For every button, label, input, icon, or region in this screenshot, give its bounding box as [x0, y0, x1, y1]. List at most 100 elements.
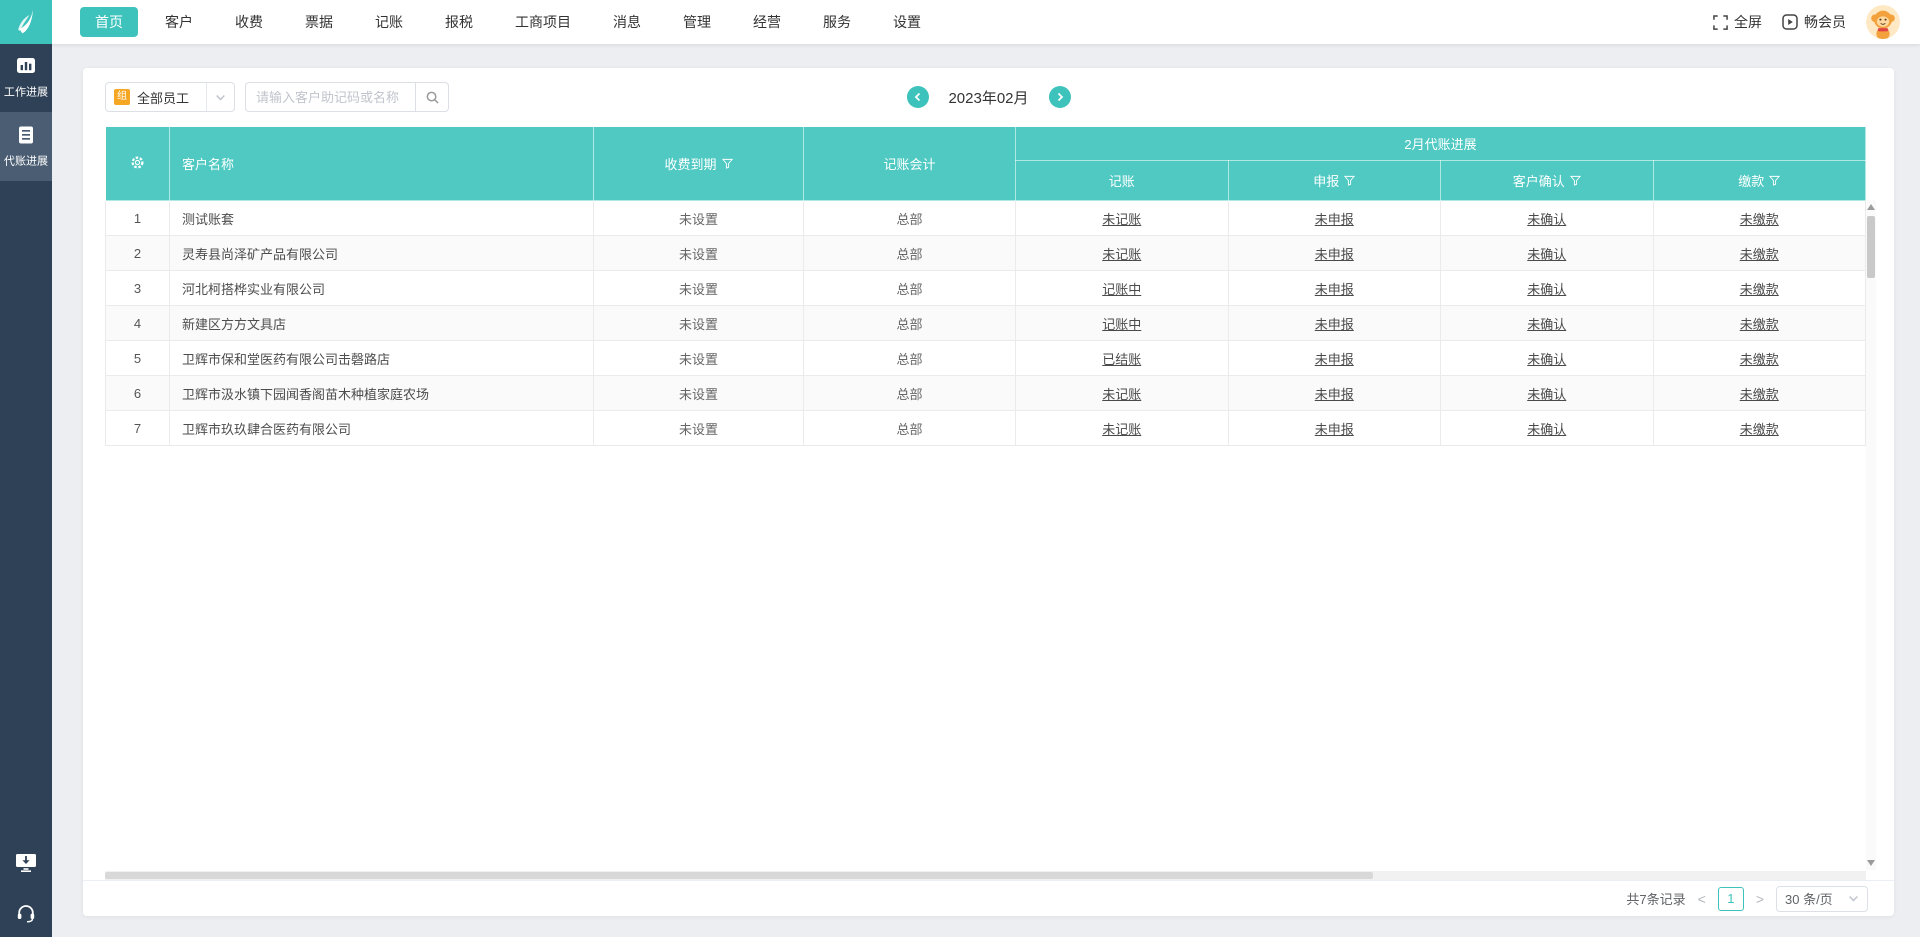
nav-item-bookkeeping[interactable]: 记账 [375, 14, 403, 30]
employee-select-value: 全部员工 [137, 90, 190, 106]
sidebar-item-label: 代账进展 [3, 154, 49, 168]
sidebar: 工作进展 代账进展 [0, 0, 52, 937]
declare-status-link[interactable]: 未申报 [1314, 351, 1354, 367]
fee-due: 未设置 [593, 235, 804, 271]
confirm-status-link[interactable]: 未确认 [1527, 386, 1567, 402]
next-month-button[interactable] [1048, 86, 1071, 108]
bookkeeping-status-link[interactable]: 已结账 [1102, 351, 1142, 367]
prev-month-button[interactable] [906, 86, 929, 108]
pay-status-link[interactable]: 未缴款 [1739, 386, 1779, 402]
fullscreen-label: 全屏 [1734, 14, 1762, 30]
pay-status-link[interactable]: 未缴款 [1739, 281, 1779, 297]
pay-status-link[interactable]: 未缴款 [1739, 351, 1779, 367]
nav-item-operations[interactable]: 经营 [753, 14, 781, 30]
nav-item-home[interactable]: 首页 [80, 7, 138, 37]
declare-status-link[interactable]: 未申报 [1314, 421, 1354, 437]
declare-status-link[interactable]: 未申报 [1314, 316, 1354, 332]
search-input[interactable] [245, 82, 415, 112]
header-customer-confirm[interactable]: 客户确认 [1440, 160, 1654, 201]
pay-status-link[interactable]: 未缴款 [1739, 421, 1779, 437]
search-button[interactable] [415, 82, 449, 112]
nav-item-tax[interactable]: 报税 [445, 14, 473, 30]
header-pay[interactable]: 缴款 [1652, 160, 1866, 201]
bar-chart-icon [16, 57, 36, 76]
bookkeeping-status-link[interactable]: 记账中 [1102, 316, 1142, 332]
confirm-status-link[interactable]: 未确认 [1527, 421, 1567, 437]
current-page-button[interactable]: 1 [1717, 886, 1744, 911]
sidebar-item-work-progress[interactable]: 工作进展 [0, 44, 52, 112]
customer-name: 新建区方方文具店 [169, 305, 594, 341]
scroll-up-arrow-icon[interactable] [1867, 204, 1875, 210]
filter-row: 组 全部员工 2023年02月 [83, 68, 1894, 126]
scroll-down-arrow-icon[interactable] [1867, 860, 1875, 866]
customer-name: 河北柯搭桦实业有限公司 [169, 270, 594, 306]
pay-status-link[interactable]: 未缴款 [1739, 246, 1779, 262]
page-size-select[interactable]: 30 条/页 [1776, 885, 1868, 912]
table-row: 2 灵寿县尚泽矿产品有限公司 未设置 总部 未记账 未申报 未确认 未缴款 [105, 235, 1866, 271]
confirm-status-link[interactable]: 未确认 [1527, 281, 1567, 297]
total-records-label: 共7条记录 [1626, 892, 1686, 907]
nav-item-business-projects[interactable]: 工商项目 [515, 14, 571, 30]
confirm-status-link[interactable]: 未确认 [1527, 211, 1567, 227]
vertical-scrollbar[interactable] [1866, 200, 1876, 870]
accountant: 总部 [803, 235, 1016, 271]
progress-table-wrap: 客户名称 收费到期 记账会计 2月代账进展 记账 [105, 126, 1876, 880]
nav-item-messages[interactable]: 消息 [613, 14, 641, 30]
vertical-scrollbar-thumb[interactable] [1867, 216, 1875, 278]
nav-item-invoices[interactable]: 票据 [305, 14, 333, 30]
pagination-footer: 共7条记录 < 1 > 30 条/页 [83, 880, 1894, 916]
monkey-avatar[interactable] [1866, 5, 1900, 39]
main-panel: 组 全部员工 2023年02月 [83, 68, 1894, 916]
bookkeeping-status-link[interactable]: 未记账 [1102, 246, 1142, 262]
filter-funnel-icon[interactable] [1769, 175, 1781, 186]
fee-due: 未设置 [593, 200, 804, 236]
nav-item-services[interactable]: 服务 [823, 14, 851, 30]
bookkeeping-status-link[interactable]: 未记账 [1102, 386, 1142, 402]
bookkeeping-status-link[interactable]: 未记账 [1102, 421, 1142, 437]
customer-name: 灵寿县尚泽矿产品有限公司 [169, 235, 594, 271]
page-size-value: 30 条/页 [1785, 892, 1833, 907]
client-download-icon[interactable] [15, 853, 37, 873]
next-page-button[interactable]: > [1755, 890, 1764, 907]
horizontal-scrollbar[interactable] [105, 871, 1866, 880]
table-row: 3 河北柯搭桦实业有限公司 未设置 总部 记账中 未申报 未确认 未缴款 [105, 270, 1866, 306]
bookkeeping-status-link[interactable]: 未记账 [1102, 211, 1142, 227]
filter-funnel-icon[interactable] [721, 158, 733, 169]
header-customer-name: 客户名称 [169, 126, 594, 201]
nav-item-settings[interactable]: 设置 [893, 14, 921, 30]
sidebar-bottom [0, 853, 52, 923]
member-label: 畅会员 [1804, 14, 1846, 30]
column-settings-header[interactable] [105, 126, 170, 201]
fee-due: 未设置 [593, 410, 804, 446]
fullscreen-button[interactable]: 全屏 [1713, 12, 1762, 32]
nav-item-management[interactable]: 管理 [683, 14, 711, 30]
pay-status-link[interactable]: 未缴款 [1739, 211, 1779, 227]
confirm-status-link[interactable]: 未确认 [1527, 316, 1567, 332]
customer-name: 卫辉市玖玖肆合医药有限公司 [169, 410, 594, 446]
horizontal-scrollbar-thumb[interactable] [105, 872, 1373, 879]
accountant: 总部 [803, 410, 1016, 446]
declare-status-link[interactable]: 未申报 [1314, 281, 1354, 297]
filter-funnel-icon[interactable] [1344, 175, 1356, 186]
header-fee-due[interactable]: 收费到期 [593, 126, 804, 201]
declare-status-link[interactable]: 未申报 [1314, 211, 1354, 227]
nav-item-customer[interactable]: 客户 [165, 14, 193, 30]
bookkeeping-status-link[interactable]: 记账中 [1102, 281, 1142, 297]
month-navigator: 2023年02月 [906, 86, 1071, 108]
confirm-status-link[interactable]: 未确认 [1527, 351, 1567, 367]
header-declare[interactable]: 申报 [1227, 160, 1441, 201]
headset-icon[interactable] [16, 903, 36, 923]
progress-table: 客户名称 收费到期 记账会计 2月代账进展 记账 [105, 126, 1866, 446]
pay-status-link[interactable]: 未缴款 [1739, 316, 1779, 332]
employee-select[interactable]: 组 全部员工 [105, 82, 235, 112]
nav-item-fees[interactable]: 收费 [235, 14, 263, 30]
member-button[interactable]: 畅会员 [1782, 12, 1846, 32]
declare-status-link[interactable]: 未申报 [1314, 246, 1354, 262]
declare-status-link[interactable]: 未申报 [1314, 386, 1354, 402]
confirm-status-link[interactable]: 未确认 [1527, 246, 1567, 262]
app-logo[interactable] [0, 0, 52, 44]
filter-funnel-icon[interactable] [1569, 175, 1581, 186]
sidebar-item-agency-progress[interactable]: 代账进展 [0, 112, 52, 181]
prev-page-button[interactable]: < [1697, 890, 1706, 907]
row-index: 2 [105, 235, 170, 271]
